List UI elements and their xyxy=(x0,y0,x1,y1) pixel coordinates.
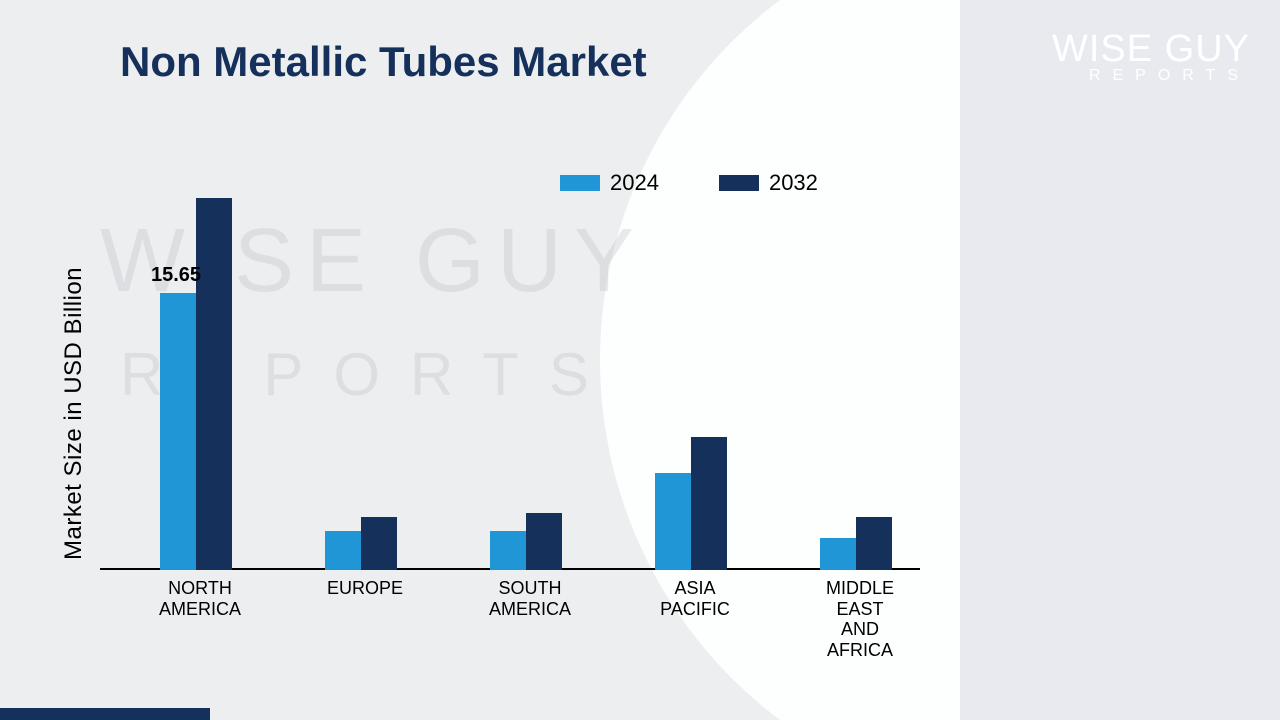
chart-canvas: WISE GUY REPORTS WISE GUY REPORTS Non Me… xyxy=(0,0,1280,720)
bar xyxy=(691,437,727,570)
category-label: SOUTHAMERICA xyxy=(470,578,590,619)
brand-logo: WISE GUY REPORTS xyxy=(1052,28,1250,85)
value-label: 15.65 xyxy=(151,264,201,287)
category-label: NORTHAMERICA xyxy=(140,578,260,619)
bar xyxy=(490,531,526,570)
category-label: ASIAPACIFIC xyxy=(635,578,755,619)
decorative-bottom-bar xyxy=(0,708,210,720)
brand-logo-top: WISE GUY xyxy=(1052,28,1250,71)
plot-area: NORTHAMERICA15.65EUROPESOUTHAMERICAASIAP… xyxy=(100,180,920,570)
bar xyxy=(526,513,562,570)
category-label: EUROPE xyxy=(305,578,425,599)
y-axis-label: Market Size in USD Billion xyxy=(60,267,88,560)
bar xyxy=(325,531,361,570)
bar xyxy=(196,198,232,570)
category-label: MIDDLEEASTANDAFRICA xyxy=(800,578,920,661)
bar xyxy=(820,538,856,570)
bar xyxy=(856,517,892,570)
bar xyxy=(361,517,397,570)
chart-title: Non Metallic Tubes Market xyxy=(120,38,647,86)
bar xyxy=(655,473,691,571)
bar xyxy=(160,293,196,570)
